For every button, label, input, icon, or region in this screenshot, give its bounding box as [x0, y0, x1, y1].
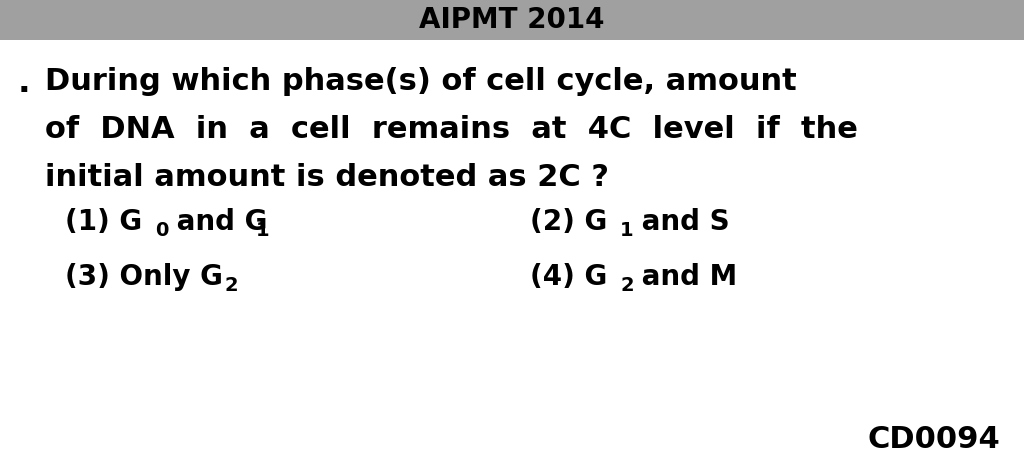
Text: During which phase(s) of cell cycle, amount: During which phase(s) of cell cycle, amo…	[45, 68, 797, 96]
Text: 0: 0	[155, 221, 168, 240]
Text: CD0094: CD0094	[867, 425, 1000, 454]
Text: 1: 1	[620, 221, 634, 240]
Text: and G: and G	[167, 208, 267, 236]
Text: (3) Only G: (3) Only G	[65, 263, 223, 291]
Text: 2: 2	[224, 276, 238, 295]
Text: (2) G: (2) G	[530, 208, 607, 236]
Text: initial amount is denoted as 2C ?: initial amount is denoted as 2C ?	[45, 164, 609, 193]
Text: AIPMT 2014: AIPMT 2014	[419, 6, 605, 34]
Text: and S: and S	[632, 208, 730, 236]
Text: and M: and M	[632, 263, 737, 291]
Text: 1: 1	[256, 221, 269, 240]
Text: of  DNA  in  a  cell  remains  at  4C  level  if  the: of DNA in a cell remains at 4C level if …	[45, 116, 858, 144]
Text: .: .	[18, 65, 31, 99]
Bar	[0, 0, 1024, 40]
Text: 2: 2	[620, 276, 634, 295]
Text: (4) G: (4) G	[530, 263, 607, 291]
Text: (1) G: (1) G	[65, 208, 142, 236]
